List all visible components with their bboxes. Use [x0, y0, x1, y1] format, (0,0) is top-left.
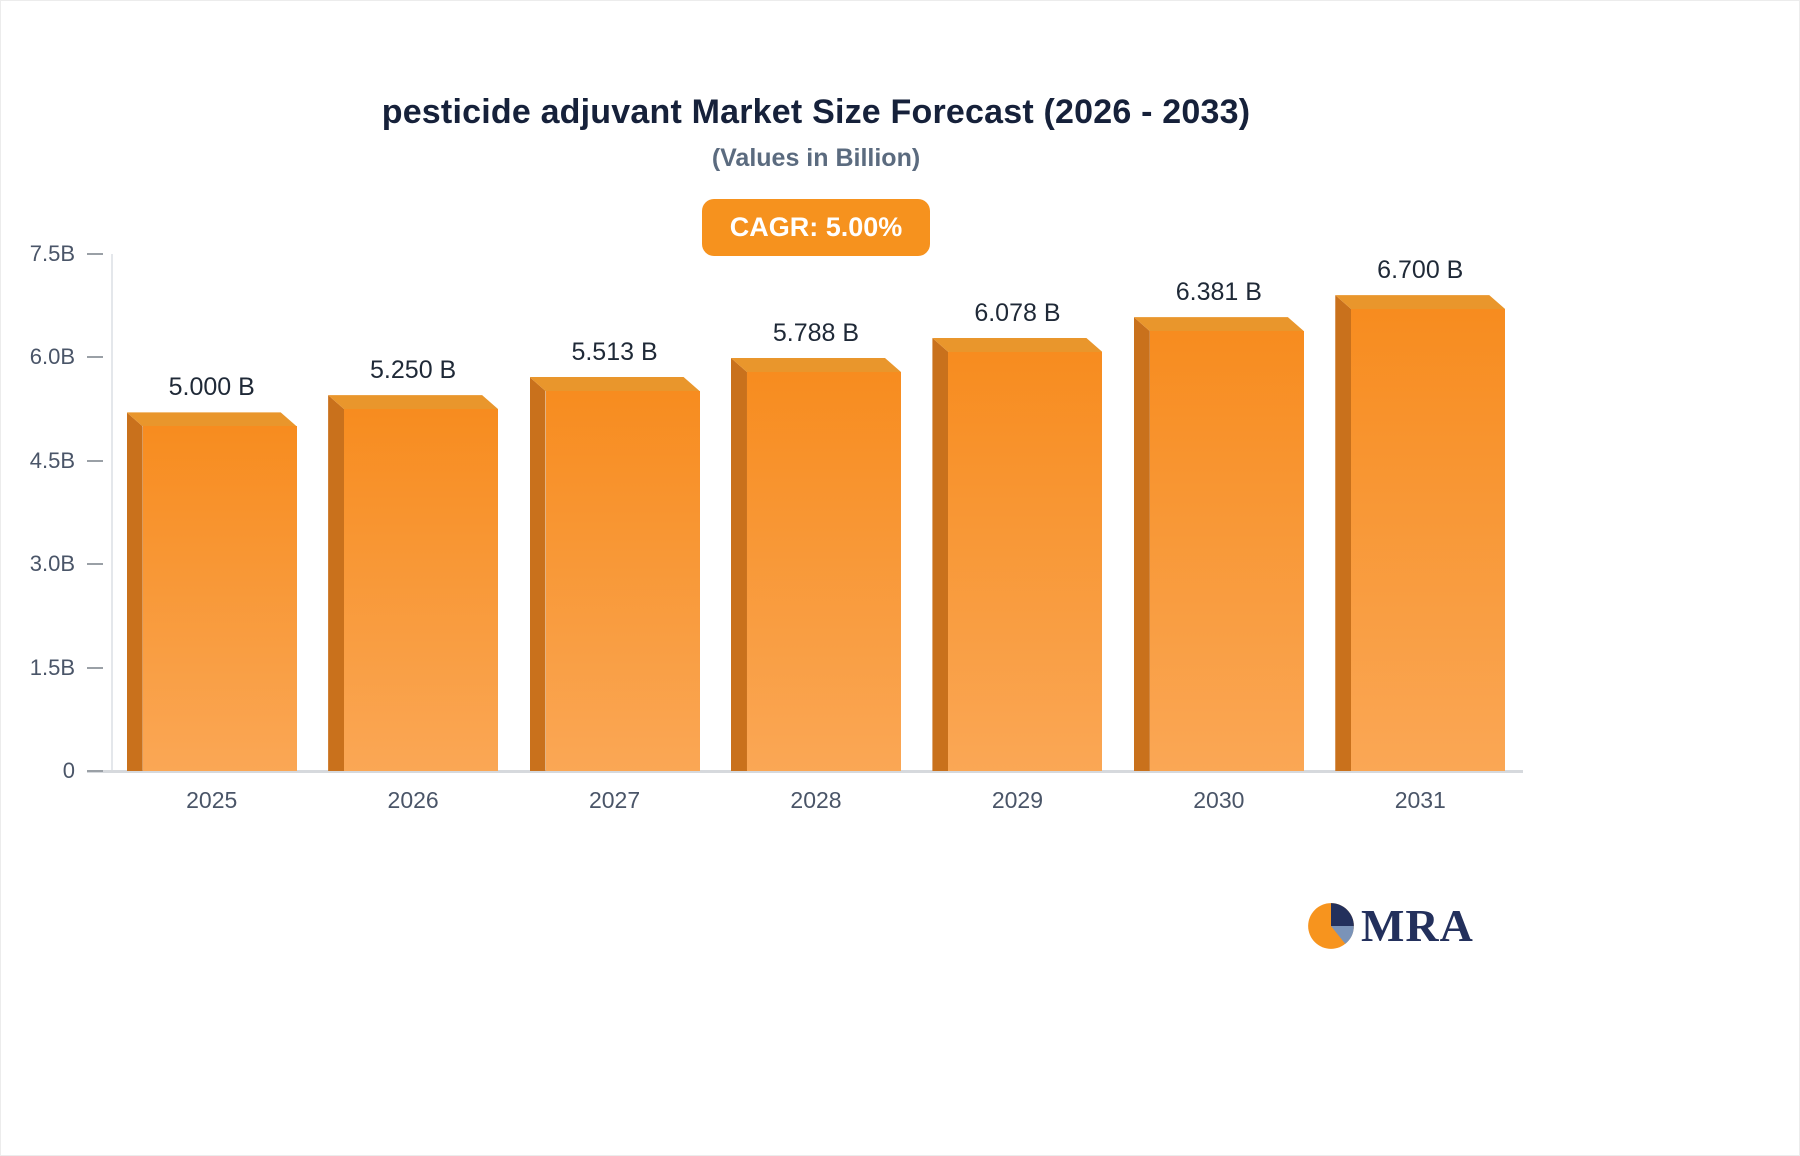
mra-pie-icon — [1308, 902, 1354, 949]
bar-value-label: 5.513 B — [571, 337, 658, 366]
bar-group: 6.700 B — [1320, 254, 1521, 771]
bar — [1133, 317, 1304, 771]
x-tick-label: 2029 — [991, 787, 1043, 813]
bar-group: 5.513 B — [514, 254, 715, 771]
bar-value-label: 6.700 B — [1377, 256, 1464, 285]
y-tick-dash — [87, 356, 103, 359]
bar-top-face — [530, 377, 700, 391]
bar-value-label: 6.381 B — [1175, 278, 1262, 307]
mra-logo: MRA — [1307, 899, 1474, 952]
bar-side-face — [328, 395, 345, 771]
bar-group: 5.250 B — [312, 254, 513, 771]
bar-value-label: 5.000 B — [168, 373, 255, 402]
bar — [730, 358, 901, 771]
y-tick-label: 6.0B — [29, 344, 75, 370]
y-tick-dash — [87, 253, 103, 255]
bar-value-label: 5.788 B — [772, 319, 860, 348]
bar-front-face — [1351, 309, 1506, 771]
y-tick-label: 3.0B — [29, 551, 75, 577]
y-tick-label: 1.5B — [29, 654, 75, 680]
x-tick-label: 2025 — [186, 787, 238, 813]
x-tick-label: 2026 — [387, 787, 439, 813]
chart-title: pesticide adjuvant Market Size Forecast … — [381, 93, 1251, 131]
bar — [1335, 295, 1506, 771]
bar-side-face — [529, 376, 546, 771]
bar-top-face — [731, 358, 901, 372]
y-axis: 0 1.5B 3.0B 4.5B 6.0B 7.5B — [1, 241, 111, 783]
cagr-badge: CAGR: 5.00% — [701, 199, 931, 256]
bar-front-face — [746, 372, 901, 771]
bar-value-label: 5.250 B — [370, 356, 457, 385]
bar-side-face — [932, 338, 949, 771]
y-tick-dash — [87, 563, 103, 566]
bar-top-face — [127, 412, 297, 426]
bar-front-face — [1149, 331, 1304, 771]
y-tick-dash — [87, 459, 103, 462]
bar-side-face — [1133, 317, 1150, 771]
y-tick-dash — [87, 666, 103, 669]
plot-area: 5.000 B 5.250 B 5.513 B 5.788 B 6.078 B 6.381… — [111, 254, 1521, 771]
bar — [932, 338, 1103, 771]
chart-header: pesticide adjuvant Market Size Forecast … — [101, 93, 1531, 256]
bar-side-face — [730, 358, 747, 771]
bar-top-face — [1134, 317, 1304, 331]
bar-side-face — [126, 412, 143, 771]
bar-front-face — [344, 409, 499, 771]
bar-side-face — [1335, 295, 1352, 771]
bar-value-label: 6.078 B — [974, 299, 1061, 328]
bar-top-face — [328, 395, 498, 409]
x-tick-label: 2028 — [790, 787, 842, 813]
bar-front-face — [545, 390, 700, 771]
y-tick-dash — [87, 770, 103, 772]
bar-front-face — [142, 426, 297, 771]
bar-group: 5.788 B — [715, 254, 916, 771]
x-axis-line — [87, 770, 1523, 773]
bar-group: 6.381 B — [1118, 254, 1319, 771]
bar-group: 6.078 B — [917, 254, 1118, 771]
bar — [126, 412, 297, 771]
x-tick-label: 2031 — [1394, 787, 1446, 813]
bar-front-face — [948, 352, 1103, 771]
bar-top-face — [932, 338, 1102, 352]
y-tick-label: 0 — [62, 758, 75, 783]
bar-group: 5.000 B — [111, 254, 312, 771]
mra-logo-text: MRA — [1361, 900, 1474, 951]
x-axis: 2025 2026 2027 2028 2029 2030 2031 — [111, 787, 1521, 827]
bar-top-face — [1335, 295, 1505, 309]
y-tick-label: 7.5B — [29, 241, 75, 266]
bar — [529, 376, 700, 771]
bar — [328, 395, 499, 771]
y-tick-label: 4.5B — [29, 447, 75, 473]
x-tick-label: 2030 — [1193, 787, 1245, 813]
y-axis-line — [111, 254, 113, 771]
x-tick-label: 2027 — [588, 787, 641, 813]
chart-subtitle: (Values in Billion) — [711, 144, 921, 172]
